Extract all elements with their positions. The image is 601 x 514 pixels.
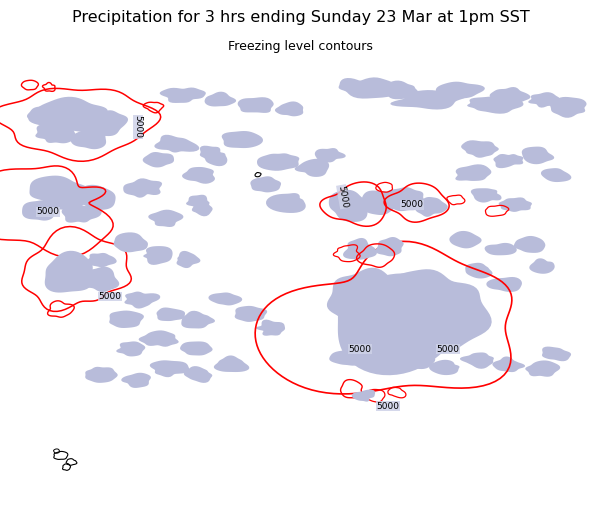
Polygon shape [256, 320, 285, 336]
Polygon shape [456, 164, 492, 181]
Polygon shape [338, 273, 465, 375]
Text: 5000: 5000 [337, 185, 349, 209]
Polygon shape [377, 81, 418, 99]
Polygon shape [465, 263, 493, 279]
Polygon shape [143, 246, 172, 265]
Polygon shape [352, 390, 375, 401]
Polygon shape [275, 101, 304, 116]
Polygon shape [154, 135, 200, 153]
Polygon shape [109, 310, 144, 328]
Polygon shape [123, 178, 162, 198]
Polygon shape [413, 197, 448, 217]
Polygon shape [403, 352, 435, 369]
Polygon shape [62, 203, 102, 223]
Text: 5000: 5000 [400, 200, 424, 209]
Polygon shape [114, 232, 148, 252]
Text: 5000: 5000 [376, 402, 400, 411]
Polygon shape [383, 187, 425, 211]
Polygon shape [139, 331, 178, 347]
Polygon shape [499, 197, 532, 212]
Polygon shape [492, 356, 525, 372]
Polygon shape [85, 367, 118, 383]
Polygon shape [294, 159, 329, 177]
Polygon shape [177, 251, 201, 268]
Polygon shape [376, 237, 404, 256]
Polygon shape [184, 366, 212, 383]
Polygon shape [251, 176, 281, 192]
Text: 5000: 5000 [349, 345, 371, 354]
Polygon shape [525, 360, 560, 377]
Polygon shape [81, 267, 119, 292]
Polygon shape [186, 195, 213, 216]
Polygon shape [329, 190, 370, 222]
Text: 5000: 5000 [37, 207, 59, 216]
Polygon shape [528, 92, 561, 107]
Polygon shape [22, 200, 54, 221]
Polygon shape [361, 191, 396, 215]
Polygon shape [237, 97, 273, 113]
Polygon shape [35, 123, 76, 143]
Polygon shape [461, 140, 499, 158]
Polygon shape [486, 277, 522, 292]
Polygon shape [209, 292, 242, 305]
Polygon shape [44, 251, 93, 292]
Polygon shape [121, 373, 151, 388]
Polygon shape [150, 360, 189, 377]
Polygon shape [200, 145, 227, 166]
Polygon shape [257, 153, 299, 171]
Text: 5000: 5000 [133, 116, 142, 138]
Polygon shape [204, 91, 236, 106]
Polygon shape [493, 154, 523, 168]
Polygon shape [541, 168, 572, 182]
Polygon shape [182, 167, 215, 184]
Polygon shape [338, 78, 396, 99]
Polygon shape [81, 110, 128, 136]
Text: Precipitation for 3 hrs ending Sunday 23 Mar at 1pm SST: Precipitation for 3 hrs ending Sunday 23… [72, 10, 529, 25]
Polygon shape [484, 243, 517, 255]
Polygon shape [70, 128, 106, 149]
Polygon shape [222, 131, 263, 148]
Polygon shape [467, 96, 523, 114]
Polygon shape [75, 185, 115, 210]
Polygon shape [142, 152, 174, 168]
Polygon shape [315, 148, 346, 162]
Text: 5000: 5000 [436, 345, 460, 354]
Polygon shape [180, 341, 213, 356]
Polygon shape [266, 193, 306, 213]
Polygon shape [234, 306, 267, 322]
Polygon shape [471, 188, 501, 203]
Polygon shape [365, 360, 395, 375]
Polygon shape [450, 231, 481, 248]
Text: 5000: 5000 [99, 292, 121, 301]
Polygon shape [429, 360, 460, 375]
Polygon shape [327, 268, 408, 332]
Polygon shape [214, 356, 249, 372]
Polygon shape [148, 210, 183, 227]
Polygon shape [384, 269, 492, 354]
Polygon shape [529, 259, 555, 274]
Text: Freezing level contours: Freezing level contours [228, 40, 373, 52]
Polygon shape [87, 253, 117, 267]
Polygon shape [514, 236, 545, 253]
Polygon shape [28, 97, 108, 132]
Polygon shape [550, 97, 587, 118]
Polygon shape [522, 146, 554, 164]
Polygon shape [343, 238, 377, 260]
Polygon shape [329, 350, 367, 365]
Polygon shape [460, 353, 494, 369]
Polygon shape [390, 90, 468, 109]
Polygon shape [490, 87, 531, 103]
Polygon shape [124, 291, 160, 308]
Polygon shape [436, 82, 485, 99]
Polygon shape [542, 346, 571, 361]
Polygon shape [160, 87, 206, 103]
Polygon shape [116, 341, 145, 356]
Polygon shape [29, 176, 91, 210]
Polygon shape [182, 311, 215, 328]
Polygon shape [27, 106, 52, 123]
Polygon shape [156, 307, 185, 321]
